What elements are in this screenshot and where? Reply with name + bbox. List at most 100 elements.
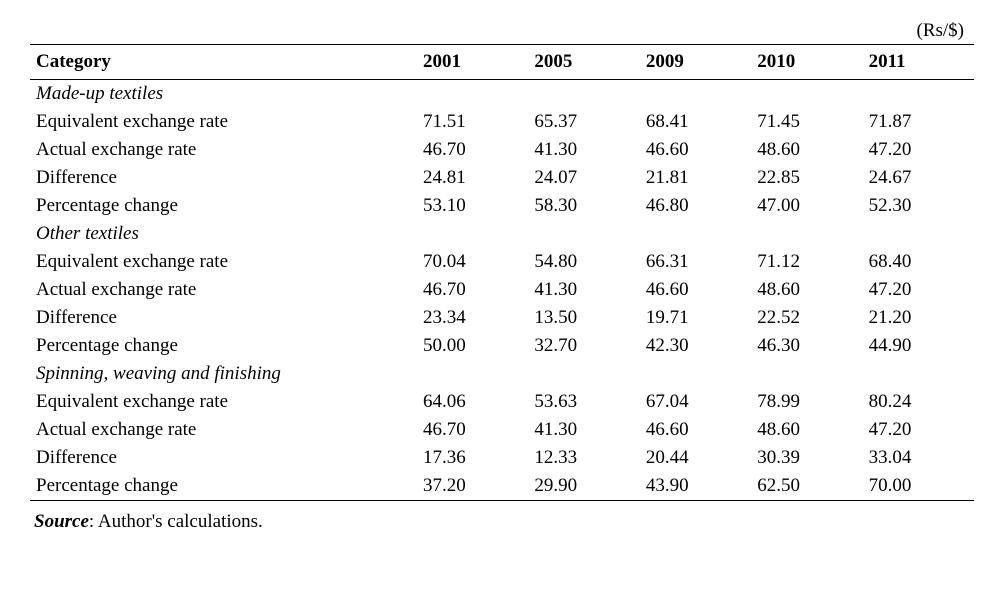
table-header-row: Category 2001 2005 2009 2010 2011: [30, 45, 974, 80]
table-row: Percentage change 37.20 29.90 43.90 62.5…: [30, 472, 974, 501]
cell: 20.44: [640, 444, 751, 472]
cell: 67.04: [640, 388, 751, 416]
cell: 41.30: [528, 136, 639, 164]
exchange-rate-table: Category 2001 2005 2009 2010 2011 Made-u…: [30, 44, 974, 501]
cell: 47.20: [863, 276, 974, 304]
cell: 46.60: [640, 136, 751, 164]
source-label: Source: [34, 511, 89, 532]
row-label: Actual exchange rate: [30, 136, 417, 164]
cell: 43.90: [640, 472, 751, 501]
cell: 21.20: [863, 304, 974, 332]
table-row: Equivalent exchange rate 71.51 65.37 68.…: [30, 108, 974, 136]
cell: 46.80: [640, 192, 751, 220]
cell: 50.00: [417, 332, 528, 360]
section-row: Spinning, weaving and finishing: [30, 360, 974, 388]
row-label: Difference: [30, 444, 417, 472]
col-header-2001: 2001: [417, 45, 528, 80]
row-label: Equivalent exchange rate: [30, 108, 417, 136]
row-label: Equivalent exchange rate: [30, 388, 417, 416]
cell: 46.30: [751, 332, 862, 360]
cell: 66.31: [640, 248, 751, 276]
col-header-category: Category: [30, 45, 417, 80]
col-header-2009: 2009: [640, 45, 751, 80]
cell: 58.30: [528, 192, 639, 220]
cell: 68.40: [863, 248, 974, 276]
source-text: : Author's calculations.: [89, 511, 263, 532]
col-header-2005: 2005: [528, 45, 639, 80]
cell: 64.06: [417, 388, 528, 416]
row-label: Difference: [30, 304, 417, 332]
cell: 44.90: [863, 332, 974, 360]
row-label: Percentage change: [30, 192, 417, 220]
cell: 19.71: [640, 304, 751, 332]
cell: 70.00: [863, 472, 974, 501]
cell: 46.60: [640, 276, 751, 304]
table-row: Difference 24.81 24.07 21.81 22.85 24.67: [30, 164, 974, 192]
cell: 46.70: [417, 416, 528, 444]
section-title: Spinning, weaving and finishing: [30, 360, 974, 388]
cell: 46.70: [417, 136, 528, 164]
section-row: Other textiles: [30, 220, 974, 248]
table-row: Actual exchange rate 46.70 41.30 46.60 4…: [30, 136, 974, 164]
cell: 21.81: [640, 164, 751, 192]
cell: 71.12: [751, 248, 862, 276]
cell: 24.81: [417, 164, 528, 192]
cell: 47.20: [863, 136, 974, 164]
cell: 53.63: [528, 388, 639, 416]
cell: 80.24: [863, 388, 974, 416]
cell: 24.07: [528, 164, 639, 192]
cell: 65.37: [528, 108, 639, 136]
row-label: Actual exchange rate: [30, 276, 417, 304]
section-title: Other textiles: [30, 220, 974, 248]
cell: 22.52: [751, 304, 862, 332]
section-row: Made-up textiles: [30, 80, 974, 109]
cell: 48.60: [751, 416, 862, 444]
cell: 48.60: [751, 136, 862, 164]
cell: 12.33: [528, 444, 639, 472]
cell: 52.30: [863, 192, 974, 220]
table-row: Actual exchange rate 46.70 41.30 46.60 4…: [30, 416, 974, 444]
cell: 47.00: [751, 192, 862, 220]
row-label: Percentage change: [30, 472, 417, 501]
cell: 62.50: [751, 472, 862, 501]
cell: 42.30: [640, 332, 751, 360]
cell: 54.80: [528, 248, 639, 276]
section-title: Made-up textiles: [30, 80, 974, 109]
table-row: Equivalent exchange rate 70.04 54.80 66.…: [30, 248, 974, 276]
cell: 23.34: [417, 304, 528, 332]
cell: 70.04: [417, 248, 528, 276]
row-label: Percentage change: [30, 332, 417, 360]
cell: 46.60: [640, 416, 751, 444]
cell: 29.90: [528, 472, 639, 501]
col-header-2010: 2010: [751, 45, 862, 80]
table-row: Percentage change 50.00 32.70 42.30 46.3…: [30, 332, 974, 360]
row-label: Actual exchange rate: [30, 416, 417, 444]
cell: 13.50: [528, 304, 639, 332]
cell: 53.10: [417, 192, 528, 220]
cell: 33.04: [863, 444, 974, 472]
table-body: Made-up textiles Equivalent exchange rat…: [30, 80, 974, 501]
cell: 71.51: [417, 108, 528, 136]
cell: 46.70: [417, 276, 528, 304]
cell: 78.99: [751, 388, 862, 416]
cell: 22.85: [751, 164, 862, 192]
cell: 17.36: [417, 444, 528, 472]
cell: 30.39: [751, 444, 862, 472]
table-row: Actual exchange rate 46.70 41.30 46.60 4…: [30, 276, 974, 304]
table-row: Difference 23.34 13.50 19.71 22.52 21.20: [30, 304, 974, 332]
cell: 71.87: [863, 108, 974, 136]
row-label: Difference: [30, 164, 417, 192]
cell: 41.30: [528, 276, 639, 304]
source-note: Source: Author's calculations.: [30, 511, 974, 533]
cell: 41.30: [528, 416, 639, 444]
cell: 71.45: [751, 108, 862, 136]
table-row: Equivalent exchange rate 64.06 53.63 67.…: [30, 388, 974, 416]
table-row: Difference 17.36 12.33 20.44 30.39 33.04: [30, 444, 974, 472]
row-label: Equivalent exchange rate: [30, 248, 417, 276]
unit-label: (Rs/$): [30, 20, 974, 42]
col-header-2011: 2011: [863, 45, 974, 80]
cell: 47.20: [863, 416, 974, 444]
cell: 37.20: [417, 472, 528, 501]
cell: 24.67: [863, 164, 974, 192]
cell: 48.60: [751, 276, 862, 304]
